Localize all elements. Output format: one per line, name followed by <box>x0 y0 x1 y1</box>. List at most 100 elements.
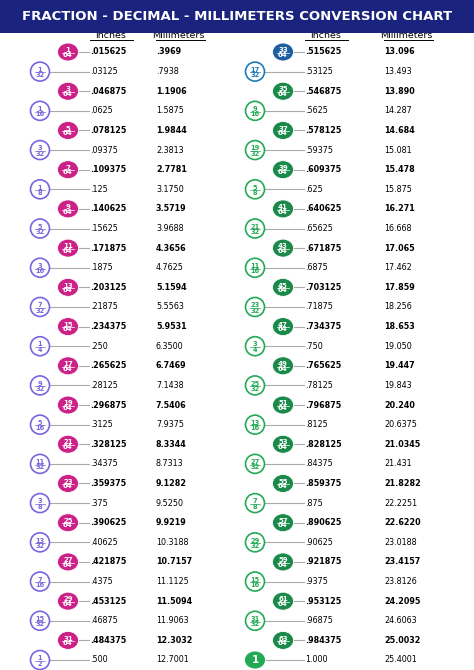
Text: 11: 11 <box>250 263 260 269</box>
Text: 64: 64 <box>278 248 288 254</box>
Text: 6.3500: 6.3500 <box>156 342 183 350</box>
Text: 25: 25 <box>63 518 73 524</box>
Text: 18.256: 18.256 <box>384 302 412 312</box>
Text: .750: .750 <box>305 342 323 350</box>
Text: 14.684: 14.684 <box>384 126 415 135</box>
Ellipse shape <box>57 43 79 61</box>
Ellipse shape <box>246 180 264 199</box>
Text: .703125: .703125 <box>305 283 341 292</box>
Text: 9.5250: 9.5250 <box>156 498 184 508</box>
Text: 19.447: 19.447 <box>384 361 415 371</box>
Text: .421875: .421875 <box>90 557 127 566</box>
Text: .8125: .8125 <box>305 420 328 429</box>
Text: 5: 5 <box>38 420 42 426</box>
Ellipse shape <box>30 297 49 316</box>
Text: 64: 64 <box>63 287 73 293</box>
Text: 64: 64 <box>278 444 288 450</box>
Text: 64: 64 <box>63 640 73 646</box>
Ellipse shape <box>246 376 264 395</box>
Text: 32: 32 <box>36 386 45 392</box>
Text: Millimeters: Millimeters <box>380 31 432 40</box>
Text: .890625: .890625 <box>305 518 341 527</box>
Text: 13.890: 13.890 <box>384 86 415 96</box>
Text: .15625: .15625 <box>90 224 118 233</box>
Text: 45: 45 <box>278 283 288 289</box>
Text: .828125: .828125 <box>305 440 342 449</box>
Text: 47: 47 <box>278 322 288 328</box>
Text: 5: 5 <box>253 184 257 190</box>
Text: .640625: .640625 <box>305 204 341 214</box>
Text: 32: 32 <box>250 543 260 549</box>
Ellipse shape <box>273 82 293 100</box>
Text: 16: 16 <box>250 425 260 431</box>
Text: 64: 64 <box>278 483 288 489</box>
Ellipse shape <box>57 396 79 414</box>
Text: .359375: .359375 <box>90 479 126 488</box>
Text: 64: 64 <box>63 366 73 371</box>
Text: 14.287: 14.287 <box>384 107 412 115</box>
Ellipse shape <box>30 651 49 669</box>
Text: .125: .125 <box>90 185 108 194</box>
Text: 7: 7 <box>65 165 71 171</box>
Text: .140625: .140625 <box>90 204 126 214</box>
Text: 9.9219: 9.9219 <box>156 518 187 527</box>
Text: 13.493: 13.493 <box>384 67 411 76</box>
Ellipse shape <box>273 592 293 610</box>
Text: Inches: Inches <box>96 31 127 40</box>
Text: 11.5094: 11.5094 <box>156 597 192 606</box>
Text: .09375: .09375 <box>90 145 118 155</box>
Ellipse shape <box>57 357 79 375</box>
Ellipse shape <box>246 454 264 474</box>
Text: .625: .625 <box>305 185 323 194</box>
Text: 25.4001: 25.4001 <box>384 655 417 665</box>
Text: .234375: .234375 <box>90 322 126 331</box>
Text: 7: 7 <box>38 302 42 308</box>
Text: 5.1594: 5.1594 <box>156 283 187 292</box>
Text: 15: 15 <box>250 577 260 583</box>
Text: 24.6063: 24.6063 <box>384 616 417 625</box>
Ellipse shape <box>30 219 49 238</box>
Text: 11.9063: 11.9063 <box>156 616 189 625</box>
Text: 37: 37 <box>278 126 288 131</box>
Text: 2: 2 <box>38 661 42 667</box>
Text: 4.7625: 4.7625 <box>156 263 184 272</box>
Text: 12.7001: 12.7001 <box>156 655 189 665</box>
Text: 64: 64 <box>278 405 288 411</box>
Text: 32: 32 <box>250 386 260 392</box>
Ellipse shape <box>57 631 79 649</box>
Text: .328125: .328125 <box>90 440 127 449</box>
Ellipse shape <box>273 357 293 375</box>
Text: 15.478: 15.478 <box>384 165 415 174</box>
Ellipse shape <box>246 141 264 159</box>
Text: 64: 64 <box>63 405 73 411</box>
Ellipse shape <box>30 572 49 591</box>
Text: 22.6220: 22.6220 <box>384 518 420 527</box>
Text: 64: 64 <box>278 287 288 293</box>
Text: 64: 64 <box>63 444 73 450</box>
Text: 64: 64 <box>63 130 73 136</box>
Ellipse shape <box>245 651 265 669</box>
Text: 32: 32 <box>250 72 260 78</box>
Text: 64: 64 <box>63 248 73 254</box>
Text: .921875: .921875 <box>305 557 341 566</box>
Text: 23.0188: 23.0188 <box>384 538 417 547</box>
Text: .484375: .484375 <box>90 636 126 645</box>
Text: 15.875: 15.875 <box>384 185 412 194</box>
Text: .78125: .78125 <box>305 381 333 390</box>
Text: 64: 64 <box>63 208 73 214</box>
Text: 25: 25 <box>250 381 260 387</box>
Ellipse shape <box>273 121 293 139</box>
Ellipse shape <box>246 494 264 513</box>
Text: .40625: .40625 <box>90 538 118 547</box>
Text: 32: 32 <box>36 464 45 470</box>
Text: .5625: .5625 <box>305 107 328 115</box>
Text: 25.0032: 25.0032 <box>384 636 420 645</box>
Text: 7: 7 <box>253 498 257 505</box>
Text: 16.271: 16.271 <box>384 204 415 214</box>
Text: 21: 21 <box>63 440 73 446</box>
Text: 32: 32 <box>250 308 260 314</box>
Text: 32: 32 <box>36 151 45 157</box>
Ellipse shape <box>246 337 264 356</box>
Text: 35: 35 <box>278 86 288 92</box>
Text: 23.8126: 23.8126 <box>384 577 417 586</box>
